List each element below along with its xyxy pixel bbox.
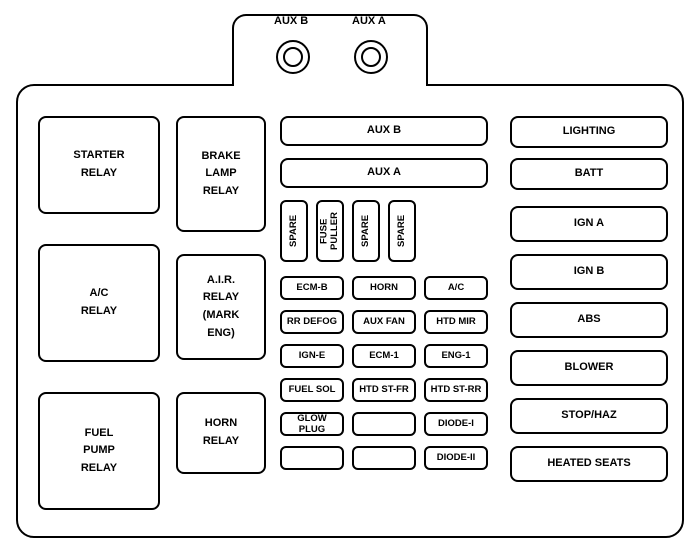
air-relay: A.I.R.RELAY(MARKENG) xyxy=(176,254,266,360)
fuse-aux-fan: AUX FAN xyxy=(352,310,416,334)
fuse-blank-2 xyxy=(280,446,344,470)
fuse-ecm-1: ECM-1 xyxy=(352,344,416,368)
fuse-rr-defog: RR DEFOG xyxy=(280,310,344,334)
aux-b-box: AUX B xyxy=(280,116,488,146)
ign-a-box: IGN A xyxy=(510,206,668,242)
aux-a-label: AUX A xyxy=(352,15,386,27)
spare-1: SPARE xyxy=(280,200,308,262)
fuse-horn: HORN xyxy=(352,276,416,300)
abs-box: ABS xyxy=(510,302,668,338)
fuse-diode-ii: DIODE-II xyxy=(424,446,488,470)
fuse-box-diagram: AUX B AUX A STARTERRELAY A/CRELAY FUELPU… xyxy=(0,0,700,552)
fuel-pump-relay: FUELPUMPRELAY xyxy=(38,392,160,510)
stop-haz-box: STOP/HAZ xyxy=(510,398,668,434)
fuse-ign-e: IGN-E xyxy=(280,344,344,368)
fuse-htd-mir: HTD MIR xyxy=(424,310,488,334)
spare-3: SPARE xyxy=(388,200,416,262)
aux-a-port xyxy=(354,40,388,74)
batt-box: BATT xyxy=(510,158,668,190)
tab-mask xyxy=(234,82,426,88)
brake-lamp-relay: BRAKELAMPRELAY xyxy=(176,116,266,232)
heated-seats-box: HEATED SEATS xyxy=(510,446,668,482)
aux-tab: AUX B AUX A xyxy=(232,14,428,86)
lighting-box: LIGHTING xyxy=(510,116,668,148)
spare-2: SPARE xyxy=(352,200,380,262)
fuse-glow-plug: GLOW PLUG xyxy=(280,412,344,436)
aux-a-box: AUX A xyxy=(280,158,488,188)
ac-relay: A/CRELAY xyxy=(38,244,160,362)
fuse-blank-3 xyxy=(352,446,416,470)
fuse-htd-st-fr: HTD ST-FR xyxy=(352,378,416,402)
fuse-panel: STARTERRELAY A/CRELAY FUELPUMPRELAY BRAK… xyxy=(16,84,684,538)
starter-relay: STARTERRELAY xyxy=(38,116,160,214)
ign-b-box: IGN B xyxy=(510,254,668,290)
fuse-ac: A/C xyxy=(424,276,488,300)
fuse-puller: FUSEPULLER xyxy=(316,200,344,262)
fuse-diode-i: DIODE-I xyxy=(424,412,488,436)
fuse-ecm-b: ECM-B xyxy=(280,276,344,300)
fuse-htd-st-rr: HTD ST-RR xyxy=(424,378,488,402)
aux-b-port xyxy=(276,40,310,74)
aux-b-label: AUX B xyxy=(274,15,308,27)
blower-box: BLOWER xyxy=(510,350,668,386)
fuse-fuel-sol: FUEL SOL xyxy=(280,378,344,402)
fuse-blank-1 xyxy=(352,412,416,436)
horn-relay: HORNRELAY xyxy=(176,392,266,474)
fuse-eng-1: ENG-1 xyxy=(424,344,488,368)
